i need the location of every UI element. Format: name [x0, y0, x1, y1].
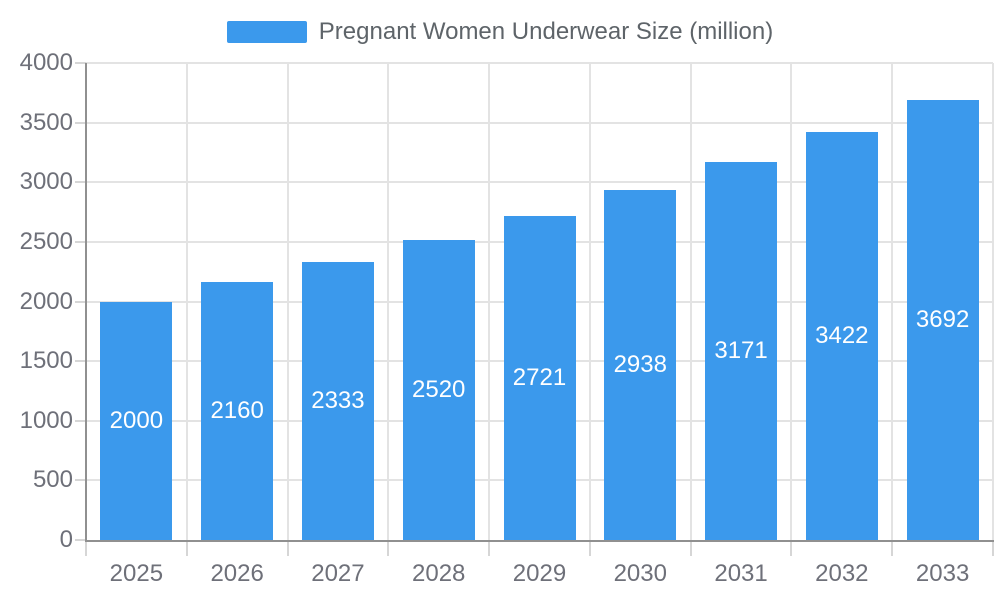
y-axis-tick-label: 2000 — [19, 287, 73, 315]
gridline-vertical — [488, 63, 491, 540]
y-axis-tick — [75, 360, 86, 363]
x-axis-tick-label: 2027 — [311, 560, 365, 587]
x-axis-tick — [992, 542, 994, 556]
bar-value-label: 2938 — [613, 350, 667, 378]
y-axis-tick — [75, 479, 86, 482]
y-axis-tick — [75, 240, 86, 243]
y-axis-tick-label: 1000 — [19, 406, 73, 434]
x-axis-tick-label: 2030 — [613, 560, 667, 587]
bar: 2520 — [402, 239, 475, 540]
gridline-vertical — [588, 63, 591, 540]
y-axis-tick-label: 4000 — [19, 49, 73, 76]
gridline-horizontal — [86, 62, 993, 64]
bar-value-label: 2333 — [311, 386, 365, 414]
x-axis-tick-label: 2029 — [512, 560, 567, 587]
y-axis-tick — [75, 181, 86, 184]
bar-value-label: 2000 — [109, 406, 164, 434]
gridline-vertical — [387, 63, 390, 540]
plot-area: 2000 2160 2333 2520 2721 2938 3171 3422 3692 — [86, 62, 994, 540]
y-axis-tick — [75, 300, 86, 303]
bar: 2721 — [503, 215, 576, 540]
gridline-vertical — [286, 63, 289, 540]
x-axis-tick — [85, 542, 87, 556]
legend-label[interactable]: Pregnant Women Underwear Size (million) — [318, 18, 774, 45]
y-axis-tick — [75, 539, 86, 541]
bar: 3171 — [705, 161, 778, 540]
gridline-vertical — [891, 63, 894, 540]
x-axis-tick — [387, 542, 390, 556]
x-axis-tick — [588, 542, 591, 556]
y-axis-tick-label: 0 — [59, 526, 73, 553]
bar-value-label: 3171 — [714, 336, 768, 364]
y-axis-tick-label: 3000 — [19, 168, 73, 196]
x-axis-tick-label: 2025 — [109, 560, 164, 587]
x-axis-tick — [689, 542, 692, 556]
bar: 3692 — [906, 99, 979, 540]
bar: 2000 — [100, 301, 173, 540]
gridline-vertical — [992, 63, 994, 540]
bar-value-label: 2721 — [512, 363, 567, 391]
x-axis-tick-label: 2033 — [915, 560, 970, 587]
y-axis-tick-label: 3500 — [19, 108, 73, 136]
bar-value-label: 2160 — [210, 397, 264, 425]
x-axis-tick-label: 2032 — [815, 560, 869, 587]
bar: 3422 — [805, 131, 878, 540]
bar-value-label: 3692 — [915, 305, 970, 333]
x-axis-tick — [891, 542, 894, 556]
y-axis-line — [85, 63, 87, 542]
bar: 2938 — [604, 189, 677, 540]
x-axis-tick-label: 2026 — [210, 560, 264, 587]
y-axis-tick-label: 2500 — [19, 227, 73, 255]
y-axis-tick-label: 1500 — [19, 347, 73, 375]
legend[interactable]: Pregnant Women Underwear Size (million) — [0, 18, 1000, 46]
gridline-vertical — [790, 63, 793, 540]
x-axis-line — [85, 540, 994, 542]
gridline-horizontal — [86, 181, 993, 184]
gridline-vertical — [185, 63, 188, 540]
x-axis-tick-label: 2028 — [412, 560, 466, 587]
y-axis-tick-label: 500 — [32, 466, 73, 494]
bar-value-label: 2520 — [412, 375, 466, 403]
bar: 2160 — [201, 282, 274, 540]
x-axis-tick-label: 2031 — [714, 560, 768, 587]
gridline-horizontal — [86, 121, 993, 124]
y-axis-tick — [75, 419, 86, 422]
x-axis-tick — [790, 542, 793, 556]
bar-value-label: 3422 — [815, 321, 869, 349]
x-axis-tick — [286, 542, 289, 556]
bar: 2333 — [301, 261, 374, 540]
gridline-vertical — [689, 63, 692, 540]
x-axis-tick — [488, 542, 491, 556]
x-axis-tick — [185, 542, 188, 556]
legend-swatch[interactable] — [226, 21, 307, 43]
y-axis-tick — [75, 121, 86, 124]
y-axis-tick — [75, 62, 86, 64]
